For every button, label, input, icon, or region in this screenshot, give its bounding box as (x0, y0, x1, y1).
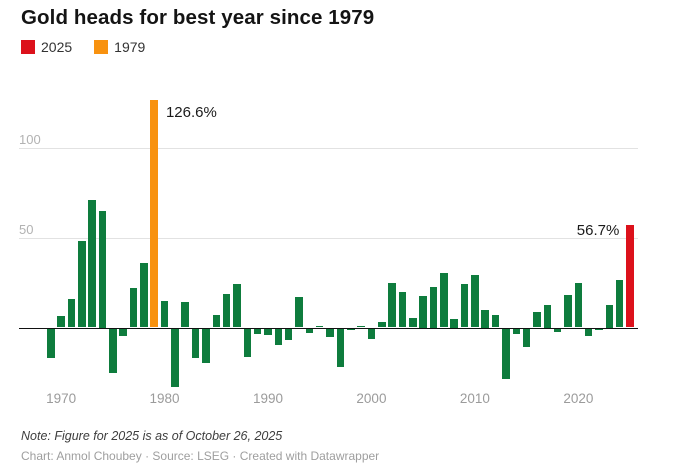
bar-1988[interactable] (243, 329, 252, 357)
bar-1996[interactable] (326, 329, 334, 338)
chart-title: Gold heads for best year since 1979 (21, 6, 375, 29)
bar-1994[interactable] (305, 329, 314, 333)
value-label-2025: 56.7% (576, 222, 620, 240)
bar-2021[interactable] (584, 329, 593, 337)
bar-1979[interactable] (150, 99, 158, 328)
bar-1978[interactable] (140, 262, 148, 328)
legend-label-1979: 1979 (114, 39, 146, 55)
bar-2012[interactable] (491, 314, 500, 328)
x-axis-baseline (19, 327, 638, 329)
bar-1973[interactable] (88, 199, 96, 328)
x-axis-label-1970: 1970 (46, 391, 77, 406)
bar-1993[interactable] (295, 296, 303, 328)
bar-1969[interactable] (47, 329, 55, 358)
bar-1997[interactable] (336, 329, 345, 367)
bar-1990[interactable] (264, 329, 272, 336)
bar-1977[interactable] (129, 287, 138, 328)
x-axis-label-1980: 1980 (149, 391, 180, 406)
bar-2002[interactable] (388, 283, 396, 328)
bar-1989[interactable] (253, 329, 262, 335)
legend-label-2025: 2025 (41, 39, 73, 55)
bar-1986[interactable] (222, 294, 231, 328)
x-axis-label-2000: 2000 (356, 391, 387, 406)
bar-2013[interactable] (502, 329, 510, 379)
bar-2007[interactable] (440, 272, 448, 328)
bar-2000[interactable] (367, 329, 376, 339)
bar-1983[interactable] (191, 329, 200, 358)
bar-1992[interactable] (284, 329, 293, 340)
bar-2005[interactable] (419, 296, 427, 328)
y-axis-label-50: 50 (19, 221, 34, 237)
bar-1995[interactable] (315, 325, 324, 328)
bar-2003[interactable] (398, 292, 407, 328)
bar-2009[interactable] (460, 284, 469, 328)
bar-2019[interactable] (564, 295, 572, 328)
legend-item-1979: 1979 (94, 39, 145, 55)
bar-1975[interactable] (109, 329, 117, 374)
bar-1982[interactable] (181, 302, 189, 328)
bar-1974[interactable] (98, 210, 107, 328)
gridline-50 (19, 237, 638, 239)
bar-2025[interactable] (626, 225, 634, 328)
bar-2008[interactable] (450, 318, 458, 328)
bar-2004[interactable] (409, 317, 417, 328)
bar-1984[interactable] (202, 329, 210, 364)
chart-credits: Chart: Anmol Choubey · Source: LSEG · Cr… (21, 449, 380, 463)
bar-1976[interactable] (119, 329, 127, 337)
legend-swatch-2025-icon (21, 40, 35, 54)
bar-1972[interactable] (78, 241, 86, 328)
bar-2001[interactable] (378, 322, 386, 328)
x-axis-label-2020: 2020 (563, 391, 594, 406)
bar-2020[interactable] (574, 283, 583, 328)
bar-1981[interactable] (171, 329, 179, 387)
legend-item-2025: 2025 (21, 39, 72, 55)
bar-2016[interactable] (533, 312, 541, 328)
bar-2006[interactable] (429, 287, 438, 328)
x-axis-label-2010: 2010 (459, 391, 490, 406)
bar-2023[interactable] (605, 305, 614, 328)
chart-note: Note: Figure for 2025 is as of October 2… (21, 429, 283, 443)
bar-2015[interactable] (522, 329, 531, 347)
legend-swatch-1979-icon (94, 40, 109, 54)
bar-1998[interactable] (347, 329, 355, 331)
bar-1991[interactable] (274, 329, 283, 346)
x-axis-label-1990: 1990 (252, 391, 284, 406)
bar-1970[interactable] (57, 315, 65, 328)
bar-2017[interactable] (543, 305, 552, 328)
bar-2014[interactable] (512, 329, 521, 334)
bar-2022[interactable] (595, 329, 603, 330)
bar-1985[interactable] (212, 314, 221, 328)
bar-2024[interactable] (615, 279, 624, 328)
y-axis-label-100: 100 (19, 131, 41, 147)
bar-2010[interactable] (471, 275, 479, 328)
bar-1999[interactable] (357, 325, 365, 328)
bar-1987[interactable] (233, 284, 241, 328)
gridline-100 (19, 147, 638, 149)
value-label-1979: 126.6% (165, 103, 217, 121)
bar-2011[interactable] (481, 309, 489, 328)
bar-2018[interactable] (553, 329, 562, 332)
bar-1980[interactable] (160, 301, 169, 328)
legend: 2025 1979 (21, 39, 145, 55)
bar-1971[interactable] (67, 298, 76, 328)
